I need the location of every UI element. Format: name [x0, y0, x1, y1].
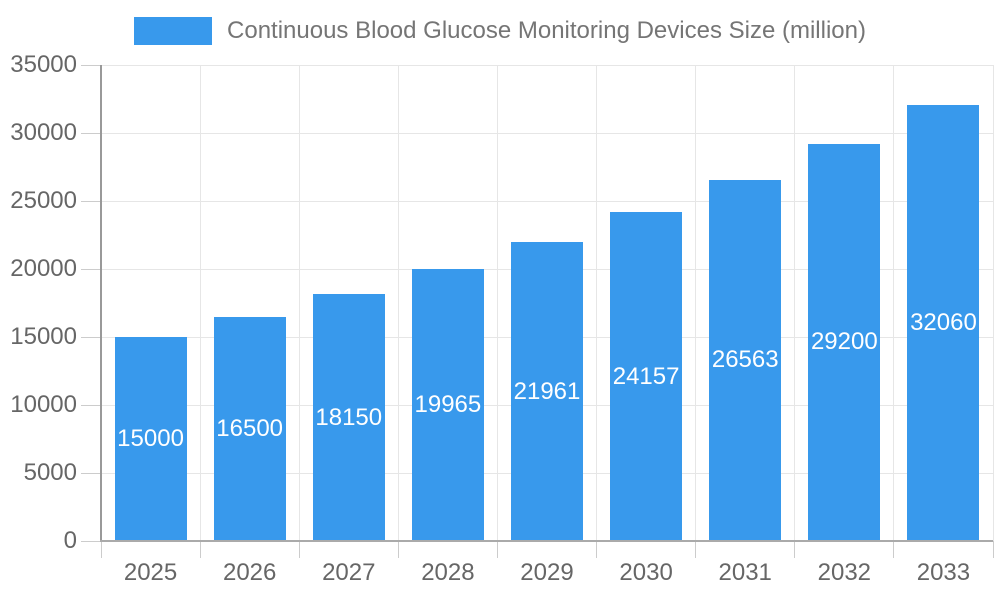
gridline-v [596, 65, 598, 541]
y-tick-label: 35000 [10, 51, 77, 78]
bar-value-label: 16500 [216, 414, 284, 442]
y-tick [81, 540, 101, 542]
x-tick [596, 541, 598, 558]
gridline-v [893, 65, 895, 541]
bar-value-label: 18150 [315, 403, 383, 431]
x-tick [496, 541, 498, 558]
y-tick [81, 268, 101, 270]
bar: 26563 [709, 179, 782, 541]
x-tick-label: 2029 [520, 559, 574, 586]
x-tick [893, 541, 895, 558]
gridline-h [101, 200, 993, 202]
x-tick-label: 2032 [817, 559, 872, 586]
gridline-v [695, 65, 697, 541]
gridline-v [199, 65, 201, 541]
gridline-h [101, 132, 993, 134]
gridline-v [496, 65, 498, 541]
x-tick-label: 2030 [619, 559, 673, 586]
x-tick-label: 2027 [322, 559, 376, 586]
x-tick-label: 2026 [222, 559, 277, 586]
gridline-h [101, 64, 993, 66]
y-tick-label: 15000 [10, 323, 77, 350]
y-tick [81, 64, 101, 66]
y-tick-label: 25000 [10, 187, 77, 214]
x-tick [397, 541, 399, 558]
bar-value-label: 15000 [117, 425, 184, 452]
x-tick [695, 541, 697, 558]
y-tick-label: 10000 [10, 391, 77, 418]
bar: 29200 [808, 143, 881, 541]
bar: 18150 [312, 294, 385, 541]
bar-value-label: 21961 [513, 377, 581, 405]
bar: 15000 [114, 337, 187, 541]
gridline-v [794, 65, 796, 541]
y-tick [81, 472, 101, 474]
x-tick-label: 2031 [718, 559, 772, 586]
legend[interactable]: Continuous Blood Glucose Monitoring Devi… [0, 17, 1000, 45]
x-tick [794, 541, 796, 558]
y-tick [81, 404, 101, 406]
bar: 21961 [511, 242, 583, 541]
x-tick [992, 541, 994, 558]
bar-value-label: 19965 [414, 391, 482, 419]
y-tick-label: 30000 [10, 119, 77, 146]
x-tick-label: 2025 [123, 559, 178, 586]
x-axis-line [100, 540, 993, 542]
y-tick-label: 0 [63, 527, 77, 554]
gridline-v [298, 65, 300, 541]
bar: 19965 [411, 269, 484, 541]
x-tick [298, 541, 300, 558]
y-tick [81, 132, 101, 134]
bar-value-label: 32060 [910, 308, 977, 336]
bar: 16500 [213, 316, 286, 541]
y-axis-line [100, 65, 102, 541]
bar-value-label: 29200 [810, 328, 878, 356]
bar: 24157 [610, 212, 683, 541]
y-tick [81, 200, 101, 202]
legend-label: Continuous Blood Glucose Monitoring Devi… [227, 17, 866, 44]
bar: 32060 [907, 104, 980, 541]
x-tick-label: 2033 [916, 559, 971, 586]
gridline-v [992, 65, 994, 541]
y-tick-label: 5000 [23, 459, 77, 486]
bar-value-label: 26563 [711, 346, 779, 374]
y-tick [81, 336, 101, 338]
x-tick [100, 541, 102, 558]
y-tick-label: 20000 [10, 255, 77, 282]
x-tick-label: 2028 [421, 559, 475, 586]
bar-value-label: 24157 [612, 362, 680, 390]
x-tick [199, 541, 201, 558]
legend-swatch[interactable] [134, 17, 213, 45]
gridline-v [397, 65, 399, 541]
